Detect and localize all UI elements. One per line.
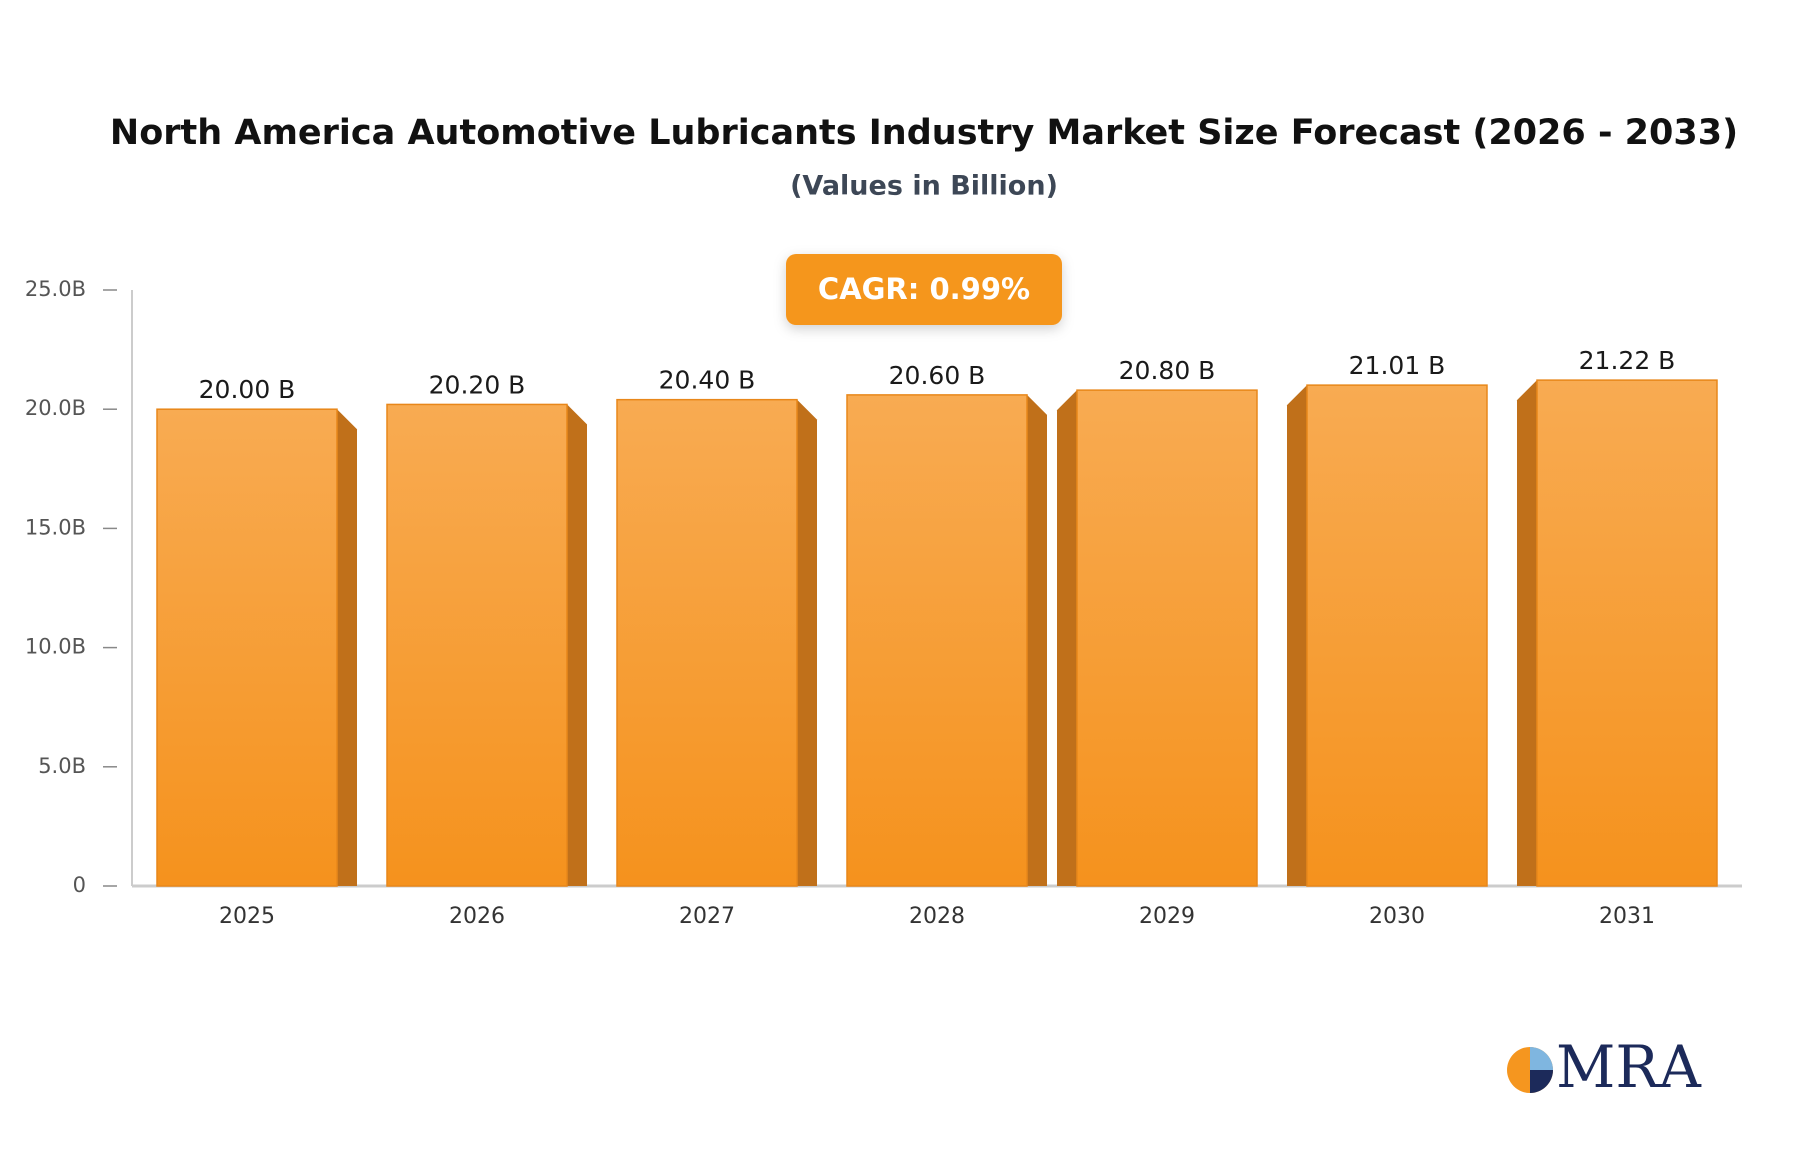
value-label: 21.01 B — [1349, 351, 1446, 380]
y-tick-label: 10.0B — [25, 635, 86, 659]
value-label: 21.22 B — [1579, 346, 1676, 375]
x-tick-label: 2025 — [219, 904, 275, 929]
value-label: 20.00 B — [199, 375, 296, 404]
bar-side — [1027, 394, 1047, 886]
bar — [1076, 389, 1258, 887]
y-tick-label: 20.0B — [25, 396, 86, 420]
x-tick-label: 2029 — [1139, 904, 1195, 929]
logo-text: MRA — [1556, 1033, 1702, 1101]
logo: MRA — [1507, 1033, 1702, 1101]
bar — [846, 394, 1028, 887]
cagr-box — [786, 254, 1062, 325]
bar — [1536, 379, 1718, 887]
bar-side — [1057, 390, 1077, 886]
y-tick-label: 5.0B — [38, 754, 86, 778]
plot-area: 0 5.0B 10.0B 15.0B 20.0B 25.0B 2025 20.00 B 2026… — [25, 277, 1742, 929]
cagr-badge: CAGR: 0.99% — [786, 254, 1062, 325]
x-tick-label: 2026 — [449, 904, 505, 929]
y-tick-label: 15.0B — [25, 515, 86, 539]
x-tick-label: 2027 — [679, 904, 735, 929]
value-label: 20.20 B — [429, 370, 526, 399]
logo-slice — [1530, 1070, 1553, 1093]
y-tick-label: 25.0B — [25, 277, 86, 301]
bar — [1306, 384, 1488, 887]
bar-side — [797, 399, 817, 886]
bar-side — [337, 409, 357, 886]
bar-side — [567, 404, 587, 886]
x-tick-label: 2028 — [909, 904, 965, 929]
bar — [156, 408, 338, 887]
logo-slice — [1530, 1047, 1553, 1070]
chart-subtitle: (Values in Billion) — [790, 171, 1058, 202]
y-tick-label: 0 — [73, 873, 86, 897]
value-label: 20.60 B — [889, 361, 986, 390]
value-label: 20.40 B — [659, 366, 756, 395]
value-label: 20.80 B — [1119, 356, 1216, 385]
bar-side — [1287, 385, 1307, 886]
x-tick-label: 2030 — [1369, 904, 1425, 929]
bar — [616, 398, 798, 887]
cagr-label: CAGR: 0.99% — [818, 272, 1030, 306]
bar — [386, 403, 568, 887]
chart-title: North America Automotive Lubricants Indu… — [110, 113, 1738, 153]
bar-side — [1517, 380, 1537, 886]
x-tick-label: 2031 — [1599, 904, 1655, 929]
